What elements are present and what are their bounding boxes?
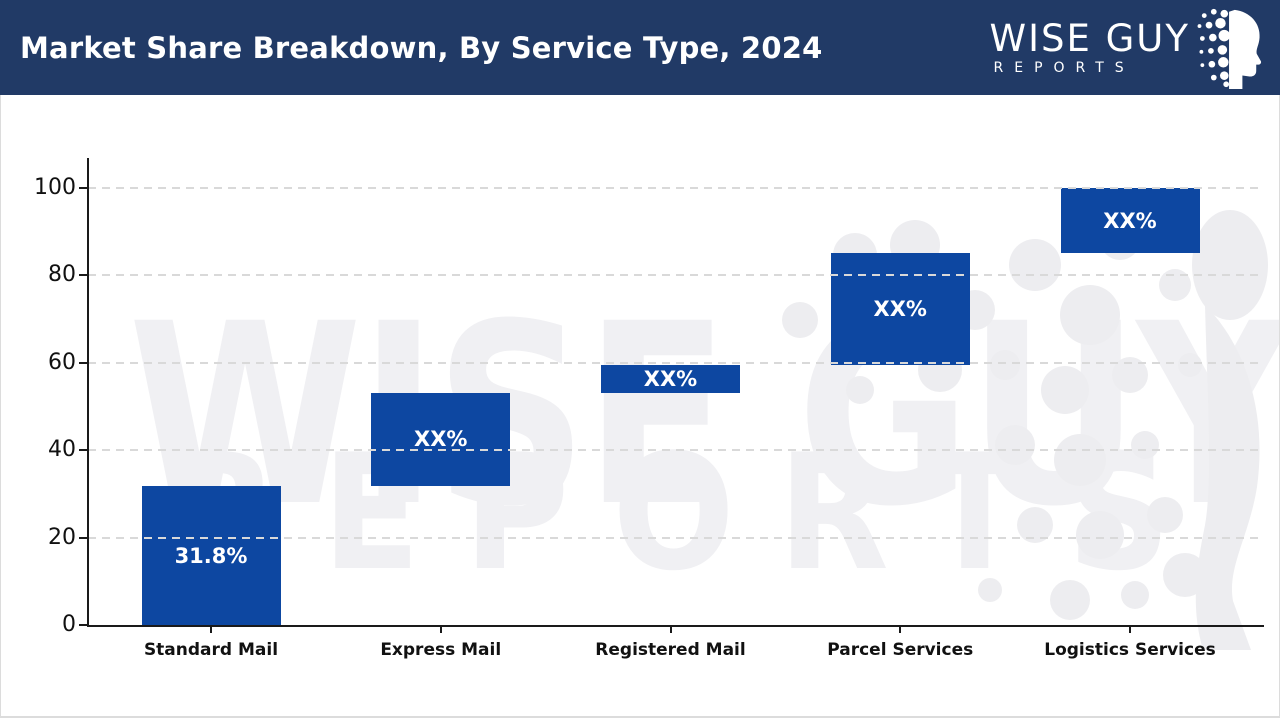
bar-value-label: XX% — [643, 366, 698, 391]
y-tick-label: 80 — [48, 262, 76, 288]
brand-name: WISE GUY — [989, 16, 1190, 60]
bar-value-label: XX% — [414, 427, 468, 452]
x-axis-label: Logistics Services — [1044, 640, 1216, 660]
y-tick — [79, 624, 88, 626]
brand-logo: WISE GUY REPORTS — [990, 7, 1266, 89]
y-tick-label: 40 — [48, 437, 76, 463]
waterfall-chart: WISE GUY REPORTS 31.8% Standard Mail XX% Ex… — [0, 95, 1280, 720]
page-bottom-edge-line — [0, 716, 1280, 718]
watermark-head-icon — [782, 210, 1268, 650]
x-tick — [210, 625, 212, 633]
page-left-edge-line — [0, 95, 1, 717]
header: Market Share Breakdown, By Service Type,… — [0, 0, 1280, 95]
x-axis-label: Standard Mail — [143, 640, 279, 660]
gridline-20 — [88, 536, 1262, 539]
x-tick — [899, 625, 902, 633]
y-tick — [79, 274, 88, 277]
gridline-100 — [88, 187, 1262, 189]
y-tick — [79, 187, 88, 189]
bar-value-label: XX% — [873, 296, 927, 321]
gridline-80 — [88, 274, 1262, 277]
x-tick — [1129, 625, 1131, 633]
y-tick — [79, 361, 88, 364]
y-tick — [79, 536, 88, 539]
x-axis-label: Parcel Services — [827, 640, 974, 660]
brand-subname: REPORTS — [993, 59, 1135, 76]
x-axis-spine — [87, 625, 1264, 627]
x-tick — [439, 625, 442, 633]
y-tick-label: 0 — [62, 612, 76, 637]
y-axis-spine — [87, 158, 89, 627]
brand-logo-text: WISE GUY REPORTS — [990, 20, 1190, 76]
chart-title: Market Share Breakdown, By Service Type,… — [20, 30, 823, 65]
bar-value-label: 31.8% — [174, 543, 248, 568]
brand-head-icon — [1197, 8, 1262, 89]
bar-express-mail: XX% — [371, 392, 511, 487]
y-tick-label: 100 — [34, 175, 76, 200]
x-axis-label: Express Mail — [380, 640, 502, 660]
y-tick — [79, 449, 88, 452]
bar-standard-mail: 31.8% — [141, 486, 281, 625]
gridline-40 — [88, 449, 1262, 452]
bar-parcel-services: XX% — [830, 253, 970, 365]
y-tick-label: 20 — [48, 524, 76, 550]
gridline-60 — [88, 361, 1262, 364]
y-tick-label: 60 — [48, 349, 76, 375]
bar-logistics-services: XX% — [1060, 188, 1200, 254]
bar-registered-mail: XX% — [601, 364, 740, 393]
bar-value-label: XX% — [1103, 208, 1157, 233]
x-axis-label: Registered Mail — [595, 640, 746, 660]
x-tick — [669, 625, 672, 633]
